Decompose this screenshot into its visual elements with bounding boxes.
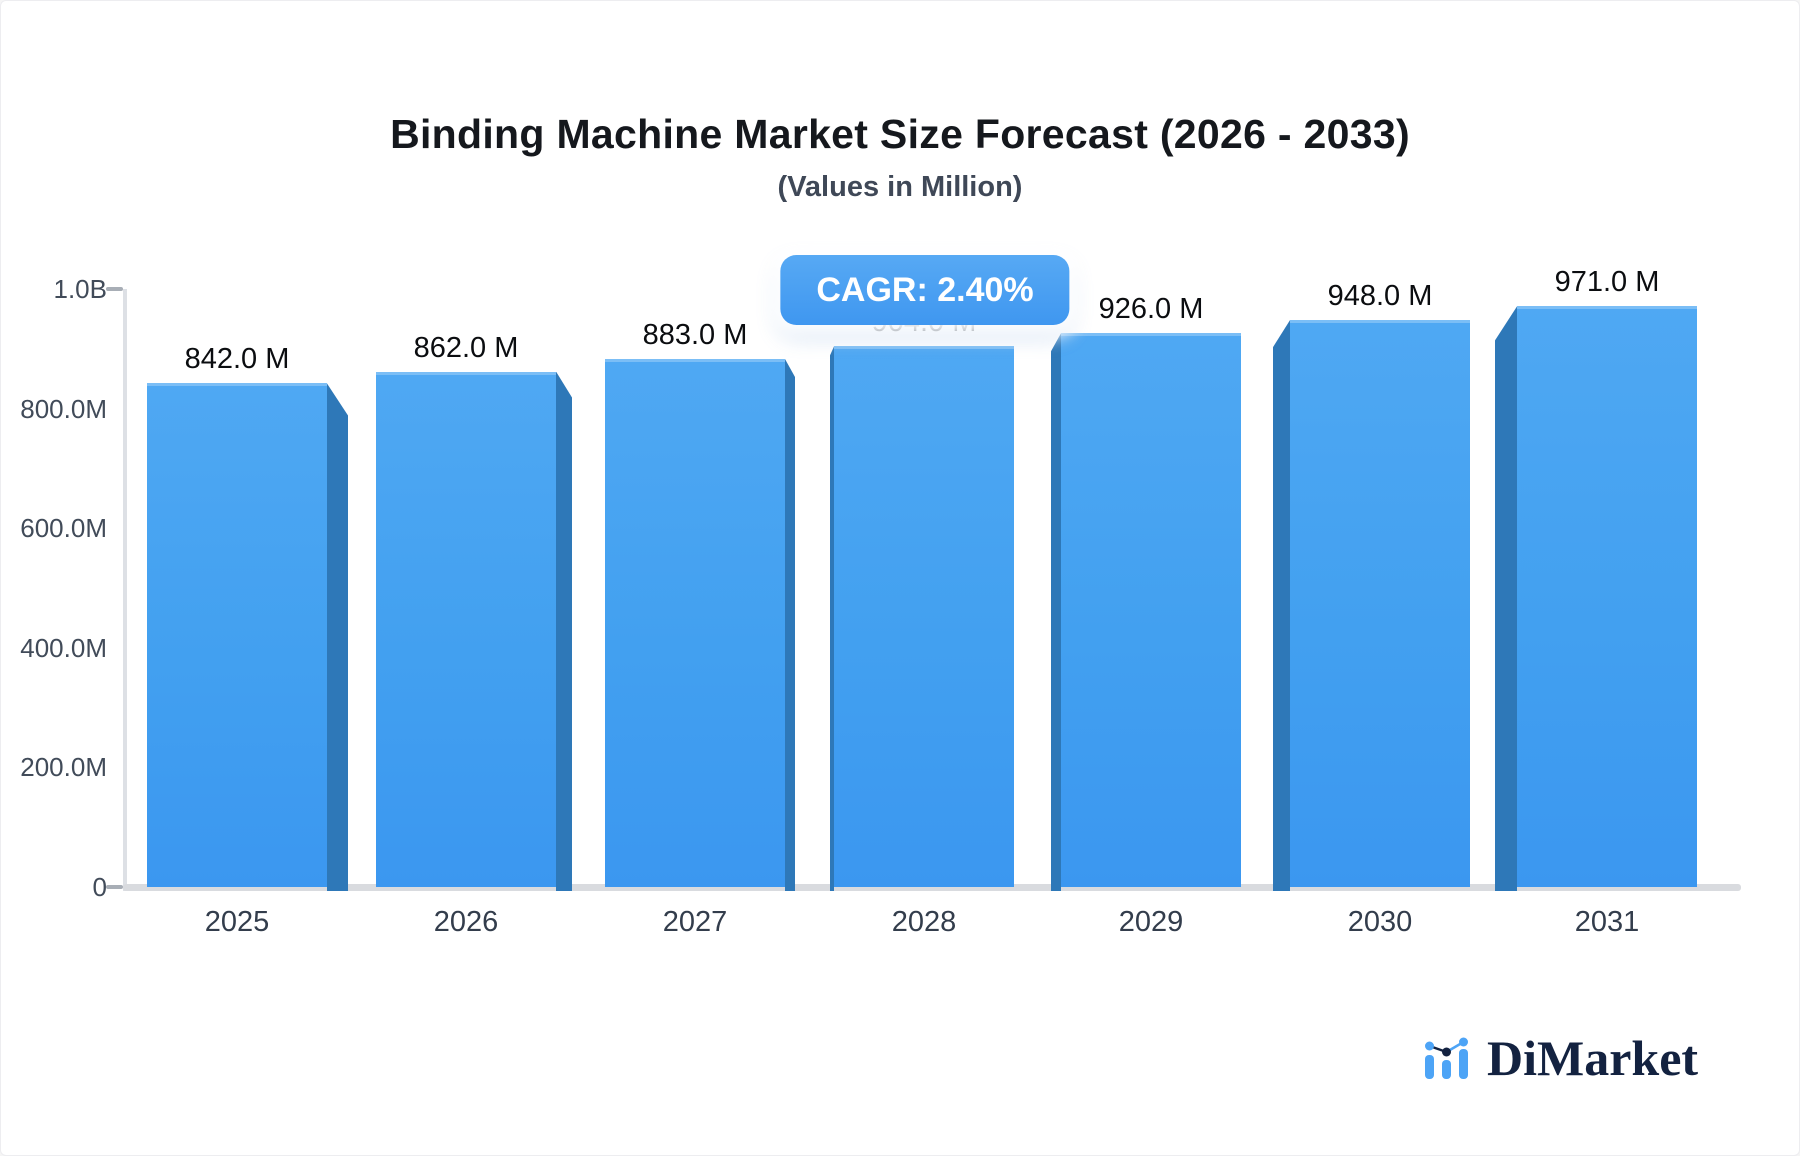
x-axis-label: 2031	[1574, 906, 1640, 938]
bar-value-label: 842.0 M	[184, 343, 290, 376]
bar-2029[interactable]	[1061, 333, 1241, 887]
bar-2028[interactable]	[834, 346, 1014, 887]
y-axis-tick	[106, 885, 123, 889]
logo-text: DiMarket	[1487, 1030, 1699, 1086]
y-axis-label: 200.0M	[20, 752, 107, 783]
bar-side-2031[interactable]	[1495, 306, 1517, 891]
bar-value-label: 883.0 M	[642, 318, 748, 351]
bar-value-label: 926.0 M	[1098, 293, 1204, 326]
bar-2026[interactable]	[376, 371, 556, 887]
bar-side-2027[interactable]	[785, 358, 795, 891]
bar-2025[interactable]	[147, 383, 327, 887]
x-axis-label: 2025	[204, 906, 270, 938]
x-axis-label: 2030	[1347, 906, 1413, 938]
bar-side-2025[interactable]	[327, 383, 348, 891]
bar-side-2028[interactable]	[830, 346, 834, 891]
y-axis-label: 400.0M	[20, 632, 107, 663]
y-axis-tick	[106, 287, 123, 291]
bar-2031[interactable]	[1517, 306, 1697, 887]
x-axis-label: 2027	[662, 906, 728, 938]
y-axis-line	[123, 289, 127, 891]
x-axis-label: 2029	[1118, 906, 1184, 938]
y-axis-label: 0	[92, 872, 107, 902]
bar-2030[interactable]	[1290, 320, 1470, 887]
bar-side-2026[interactable]	[556, 371, 572, 891]
bar-value-label: 971.0 M	[1554, 266, 1660, 299]
x-axis-label: 2028	[891, 906, 957, 938]
bar-side-2029[interactable]	[1051, 333, 1061, 891]
bar-value-label: 948.0 M	[1327, 280, 1433, 313]
bar-value-label: 862.0 M	[413, 331, 519, 364]
x-axis-label: 2026	[433, 906, 499, 938]
chart-subtitle: (Values in Million)	[777, 171, 1023, 203]
y-axis-label: 600.0M	[20, 513, 107, 544]
x-axis-baseline	[123, 884, 1741, 891]
chart-title: Binding Machine Market Size Forecast (20…	[390, 111, 1410, 157]
cagr-badge: CAGR: 2.40%	[780, 255, 1070, 325]
y-axis-label: 1.0B	[53, 274, 108, 304]
bar-side-2030[interactable]	[1273, 320, 1290, 891]
logo: DiMarket	[1421, 1033, 1698, 1083]
bar-2027[interactable]	[605, 358, 785, 887]
y-axis-label: 800.0M	[20, 393, 107, 424]
logo-chart-icon	[1421, 1035, 1473, 1081]
